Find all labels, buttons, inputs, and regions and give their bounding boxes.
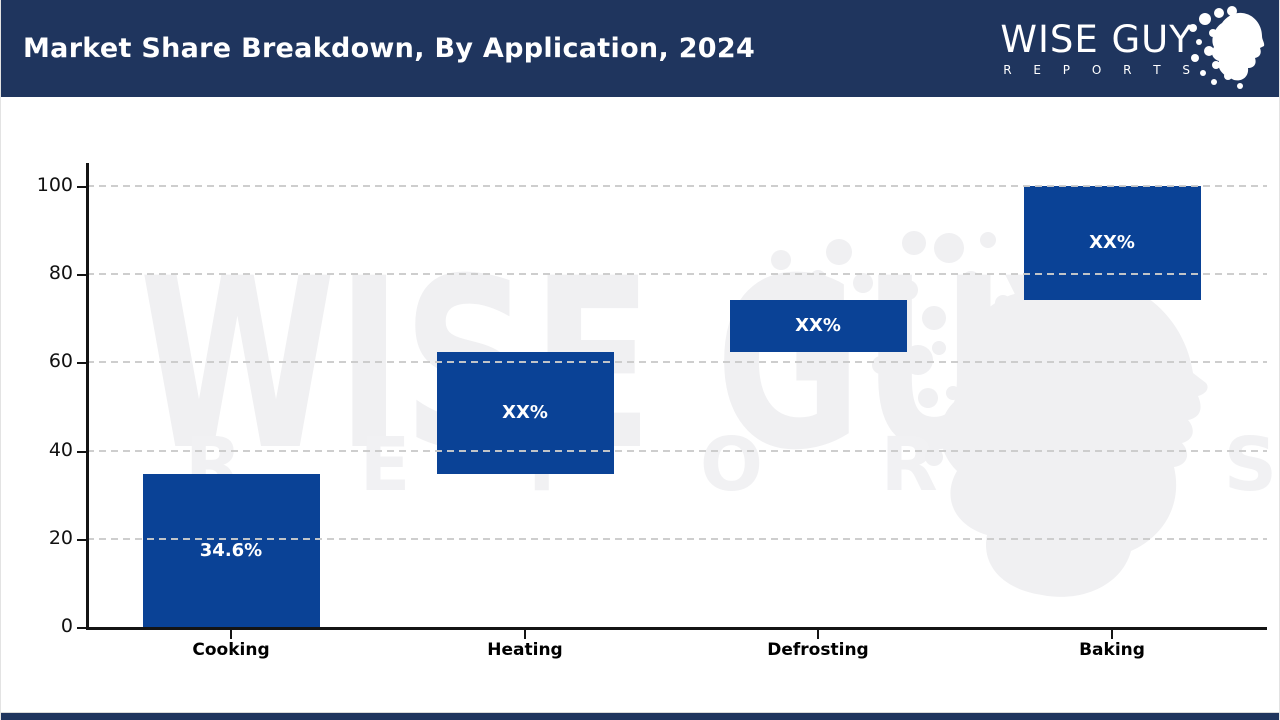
gridline-40: [87, 449, 1267, 452]
y-tick-label-80: 80: [48, 262, 73, 285]
gridline-100: [87, 185, 1267, 187]
y-tick-label-40: 40: [48, 438, 73, 461]
y-tick-label-0: 0: [60, 615, 73, 637]
brand-logo: WISE GUY R E P O R T S: [994, 5, 1271, 92]
footer-bar: [1, 712, 1279, 720]
bar-value-label-defrosting: XX%: [795, 315, 841, 337]
x-tick-defrosting: [817, 630, 819, 639]
y-tick-80: [77, 274, 86, 277]
y-tick-20: [77, 538, 86, 541]
bar-value-label-baking: XX%: [1089, 232, 1135, 254]
y-tick-0: [77, 627, 86, 629]
header-bar: Market Share Breakdown, By Application, …: [1, 0, 1279, 97]
chart-title: Market Share Breakdown, By Application, …: [23, 33, 756, 64]
bar-value-label-heating: XX%: [502, 402, 548, 424]
y-axis-line: [86, 163, 89, 630]
y-tick-60: [77, 362, 86, 365]
y-tick-label-20: 20: [48, 526, 73, 549]
y-tick-40: [77, 450, 86, 453]
bar-cooking[interactable]: [142, 474, 320, 627]
gridline-80: [87, 273, 1267, 276]
x-tick-heating: [524, 630, 526, 639]
gridline-20: [87, 537, 1267, 540]
logo-wordmark: WISE GUY: [1000, 17, 1193, 61]
logo-wordmark-block: WISE GUY R E P O R T S: [994, 21, 1199, 77]
watermark-face-graphic: [751, 231, 1208, 597]
y-tick-label-100: 100: [36, 174, 73, 196]
y-tick-100: [77, 186, 86, 188]
bar-heating[interactable]: [436, 352, 614, 475]
x-tick-cooking: [230, 630, 232, 639]
logo-face-icon: [1189, 5, 1265, 89]
logo-subtitle: R E P O R T S: [1003, 62, 1199, 77]
category-label-cooking: Cooking: [192, 640, 270, 660]
category-label-heating: Heating: [487, 640, 563, 660]
bar-value-label-cooking: 34.6%: [199, 539, 263, 561]
category-label-defrosting: Defrosting: [767, 640, 869, 660]
x-axis-line: [86, 627, 1267, 630]
category-label-baking: Baking: [1079, 640, 1145, 660]
y-tick-label-60: 60: [48, 350, 73, 373]
x-tick-baking: [1111, 630, 1113, 639]
gridline-60: [87, 361, 1267, 364]
bar-defrosting[interactable]: [729, 300, 907, 353]
bar-baking[interactable]: [1023, 186, 1201, 301]
